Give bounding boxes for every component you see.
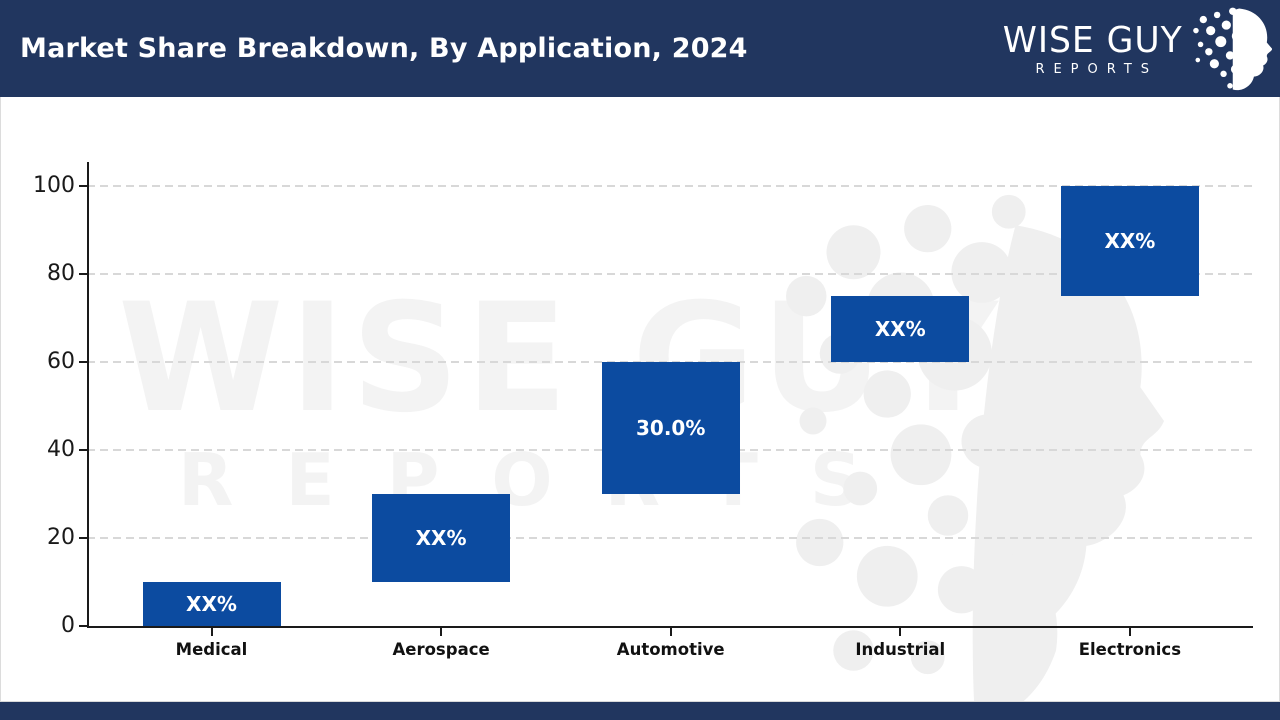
y-axis-spine bbox=[87, 161, 89, 628]
y-tick-label-60: 60 bbox=[47, 349, 75, 374]
left-border bbox=[0, 97, 1, 702]
y-tick-label-20: 20 bbox=[47, 525, 75, 550]
chart-title: Market Share Breakdown, By Application, … bbox=[20, 33, 748, 64]
x-tick-automotive bbox=[669, 628, 672, 636]
bar-label-electronics: XX% bbox=[1104, 229, 1156, 253]
y-tick-20 bbox=[79, 537, 87, 539]
x-axis-spine bbox=[87, 626, 1253, 628]
logo-reports-text: REPORTS bbox=[1035, 62, 1159, 77]
header-bar: Market Share Breakdown, By Application, … bbox=[0, 0, 1280, 97]
y-tick-label-80: 80 bbox=[47, 261, 75, 286]
bar-label-aerospace: XX% bbox=[415, 526, 467, 550]
logo-wordmark: WISE GUY REPORTS bbox=[999, 20, 1187, 77]
y-tick-label-40: 40 bbox=[47, 437, 75, 462]
logo-face-icon bbox=[1193, 7, 1272, 90]
x-tick-label-industrial: Industrial bbox=[855, 640, 946, 659]
x-tick-medical bbox=[210, 628, 213, 636]
x-tick-industrial bbox=[899, 628, 902, 636]
bar-automotive: 30.0% bbox=[601, 362, 740, 494]
y-tick-40 bbox=[79, 449, 87, 451]
gridline-100 bbox=[87, 185, 1253, 187]
x-tick-label-electronics: Electronics bbox=[1078, 640, 1182, 659]
bar-label-medical: XX% bbox=[186, 592, 237, 616]
bar-label-automotive: 30.0% bbox=[635, 416, 706, 440]
watermark-reports-text: REPORTS bbox=[178, 438, 914, 522]
footer-bar bbox=[0, 701, 1280, 720]
logo: WISE GUY REPORTS bbox=[999, 3, 1280, 95]
y-tick-label-100: 100 bbox=[33, 173, 75, 198]
x-tick-label-automotive: Automotive bbox=[616, 640, 725, 659]
gridline-80 bbox=[87, 273, 1253, 275]
x-tick-label-aerospace: Aerospace bbox=[392, 640, 490, 659]
bar-label-industrial: XX% bbox=[874, 317, 926, 341]
x-tick-electronics bbox=[1128, 628, 1131, 636]
logo-wiseguy-text: WISE GUY bbox=[1002, 20, 1183, 61]
x-tick-label-medical: Medical bbox=[175, 640, 248, 659]
bar-aerospace: XX% bbox=[372, 494, 511, 582]
bar-medical: XX% bbox=[142, 582, 281, 626]
y-tick-label-0: 0 bbox=[61, 613, 75, 638]
y-tick-0 bbox=[79, 625, 87, 627]
bar-electronics: XX% bbox=[1060, 186, 1199, 296]
bar-industrial: XX% bbox=[831, 296, 970, 362]
y-tick-60 bbox=[79, 361, 87, 363]
y-tick-80 bbox=[79, 273, 87, 275]
gridline-20 bbox=[87, 537, 1253, 539]
x-tick-aerospace bbox=[440, 628, 443, 636]
y-tick-100 bbox=[79, 185, 87, 187]
